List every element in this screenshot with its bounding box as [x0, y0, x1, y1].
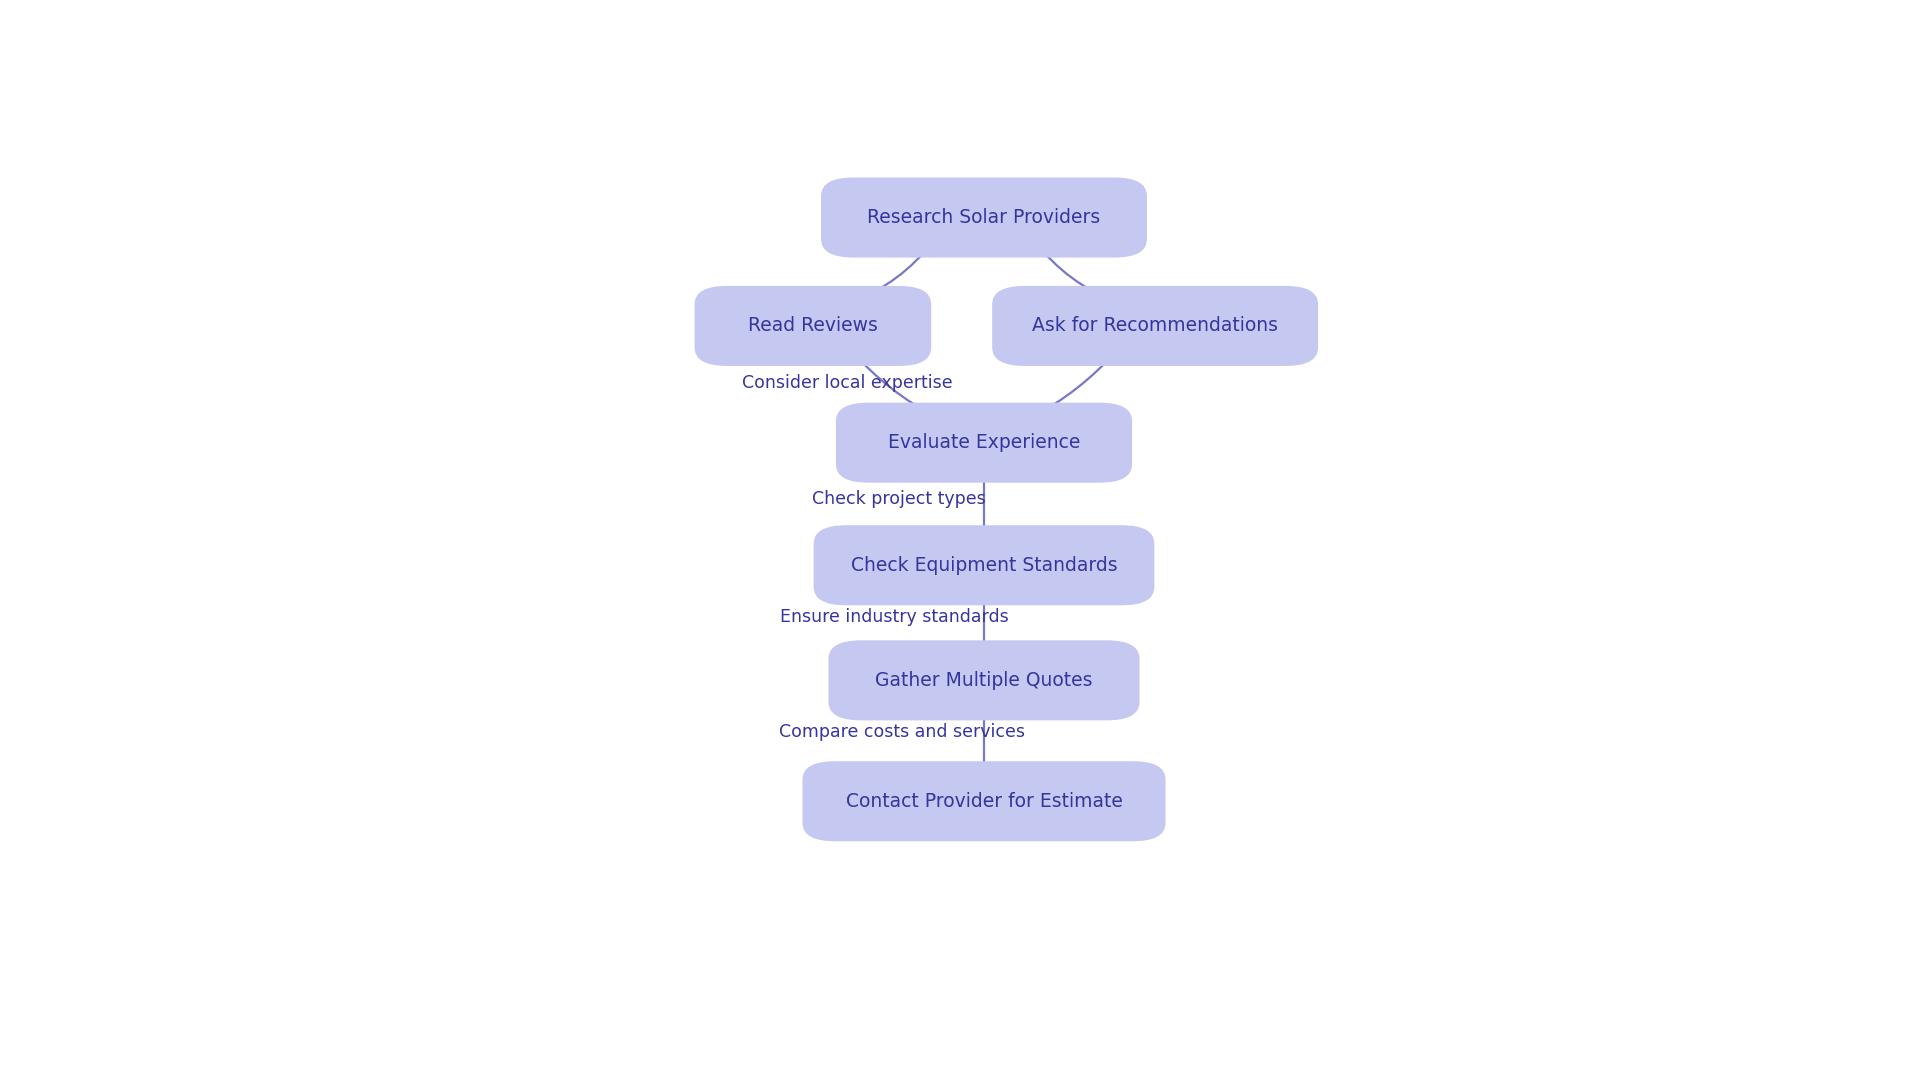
- FancyBboxPatch shape: [695, 286, 931, 366]
- Text: Research Solar Providers: Research Solar Providers: [868, 208, 1100, 227]
- Text: Read Reviews: Read Reviews: [749, 316, 877, 336]
- FancyBboxPatch shape: [803, 761, 1165, 841]
- Text: Ask for Recommendations: Ask for Recommendations: [1033, 316, 1279, 336]
- Text: Compare costs and services: Compare costs and services: [780, 723, 1025, 741]
- FancyBboxPatch shape: [829, 640, 1139, 720]
- Text: Check project types: Check project types: [812, 491, 987, 508]
- Text: Gather Multiple Quotes: Gather Multiple Quotes: [876, 670, 1092, 690]
- FancyBboxPatch shape: [993, 286, 1317, 366]
- Text: Contact Provider for Estimate: Contact Provider for Estimate: [845, 792, 1123, 811]
- Text: Ensure industry standards: Ensure industry standards: [780, 608, 1010, 626]
- FancyBboxPatch shape: [835, 403, 1133, 483]
- FancyBboxPatch shape: [822, 178, 1146, 258]
- Text: Check Equipment Standards: Check Equipment Standards: [851, 556, 1117, 575]
- Text: Evaluate Experience: Evaluate Experience: [887, 433, 1081, 453]
- Text: Consider local expertise: Consider local expertise: [741, 375, 952, 392]
- FancyBboxPatch shape: [814, 525, 1154, 605]
